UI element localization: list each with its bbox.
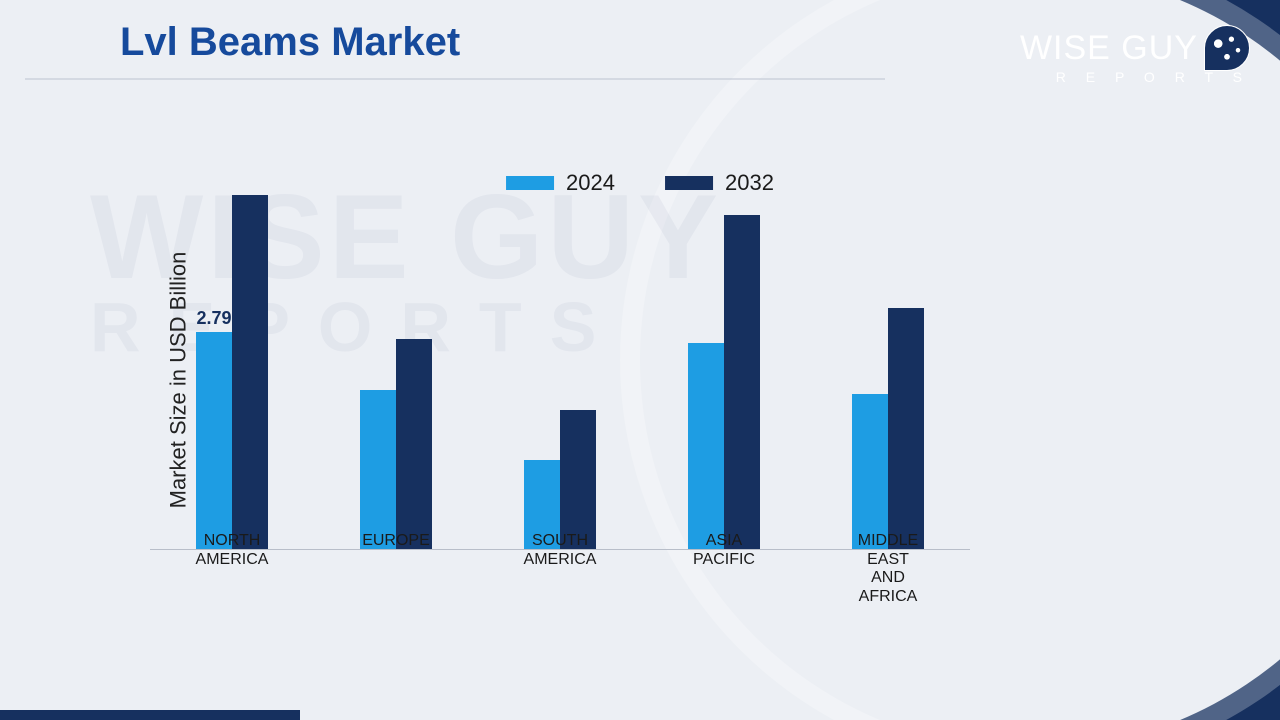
x-label: SOUTHAMERICA — [500, 532, 620, 606]
x-label: NORTHAMERICA — [172, 532, 292, 606]
bar-2032 — [396, 339, 432, 550]
x-axis-labels: NORTHAMERICA EUROPE SOUTHAMERICA ASIAPACIFI… — [150, 532, 970, 606]
bar-group — [336, 339, 456, 550]
brand-logo: WISE GUY R E P O R T S — [1020, 25, 1250, 85]
bar-group — [828, 308, 948, 550]
brand-line2: R E P O R T S — [1020, 69, 1250, 85]
x-label: ASIAPACIFIC — [664, 532, 784, 606]
brand-line1: WISE GUY — [1020, 29, 1198, 68]
chart: Market Size in USD Billion 2.79 NORTHAME… — [90, 160, 970, 600]
x-label: MIDDLEEASTANDAFRICA — [828, 532, 948, 606]
bar-2024 — [688, 343, 724, 550]
bar-2032 — [232, 195, 268, 550]
bar-2024: 2.79 — [196, 332, 232, 550]
bar-2032 — [724, 215, 760, 550]
bar-groups: 2.79 — [150, 160, 970, 550]
canvas: WISE GUY R E P O R T S Lvl Beams Market … — [0, 0, 1280, 720]
chart-title: Lvl Beams Market — [120, 20, 460, 65]
brand-head-icon — [1204, 25, 1250, 71]
bar-group — [664, 215, 784, 550]
bar-value-label: 2.79 — [196, 308, 231, 329]
bar-group: 2.79 — [172, 195, 292, 550]
bar-2024 — [360, 390, 396, 550]
plot-area: 2.79 — [150, 160, 970, 550]
bar-2024 — [852, 394, 888, 550]
bar-2032 — [560, 410, 596, 550]
bar-group — [500, 410, 620, 550]
x-label: EUROPE — [336, 532, 456, 606]
bar-2032 — [888, 308, 924, 550]
title-underline — [25, 78, 885, 80]
bottom-accent-bar — [0, 710, 300, 720]
